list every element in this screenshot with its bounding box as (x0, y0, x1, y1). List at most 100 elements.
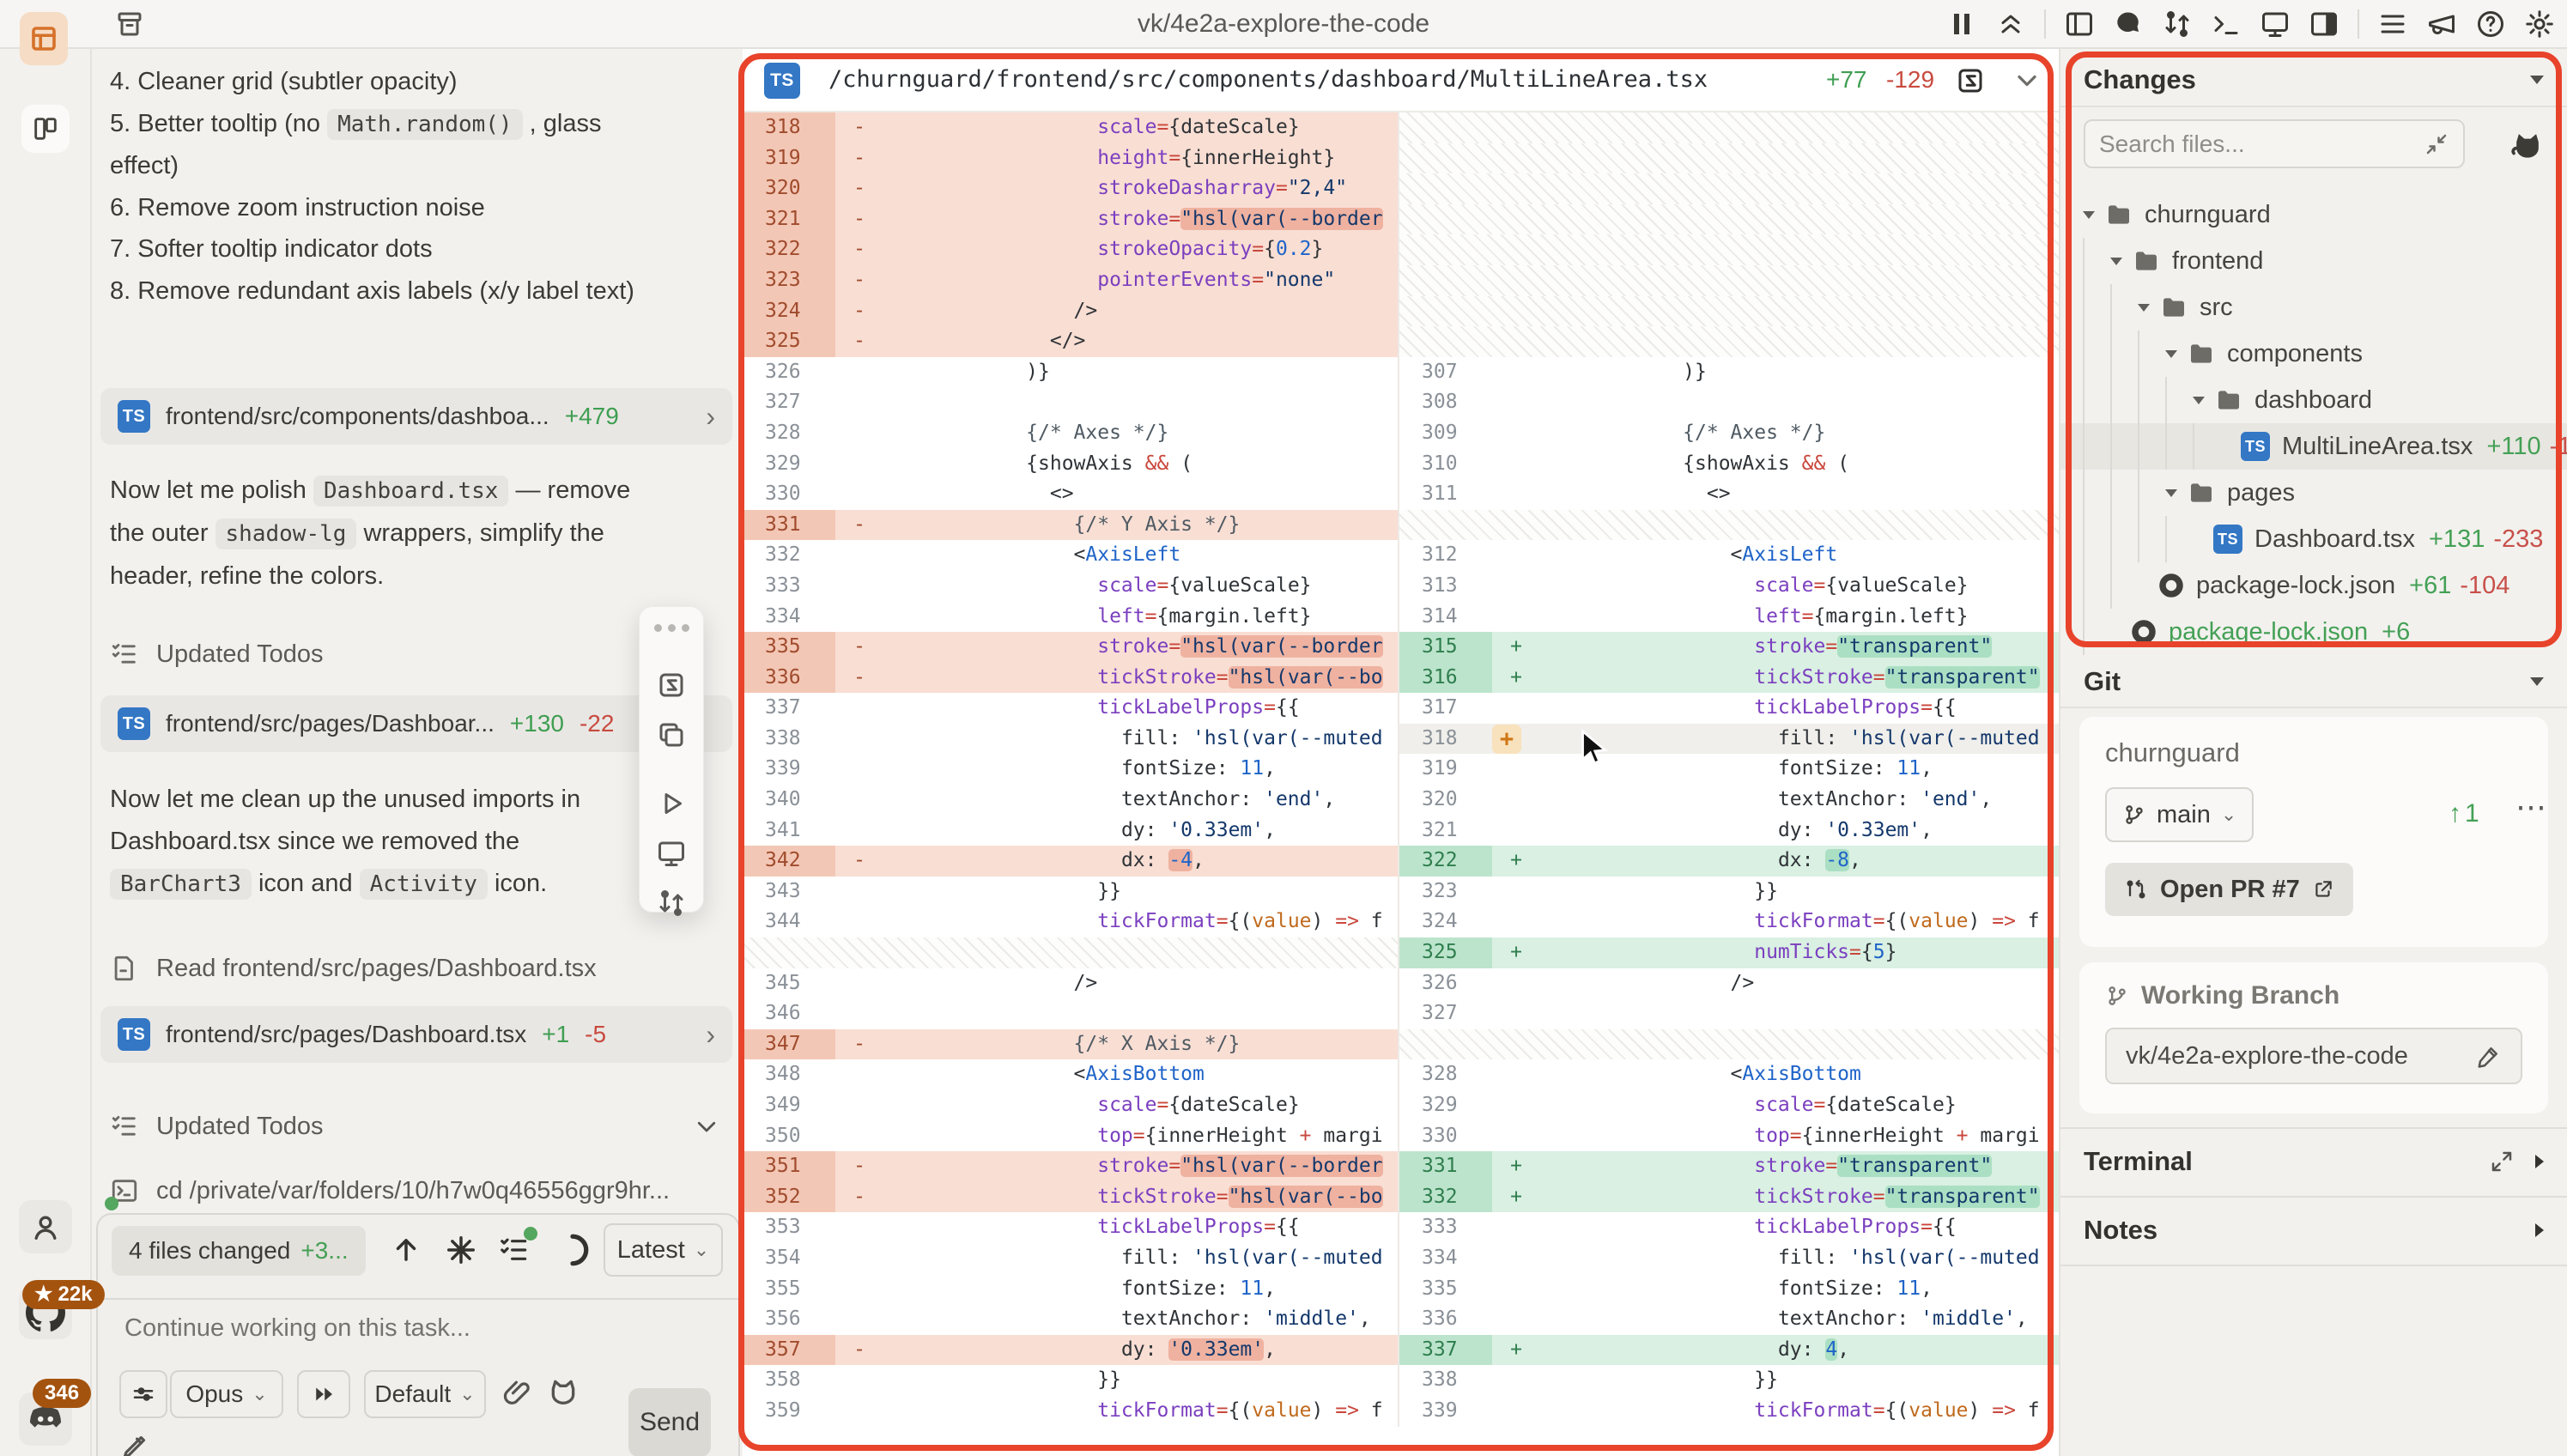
account-button[interactable] (19, 1200, 72, 1253)
fast-forward-button[interactable] (297, 1370, 350, 1418)
chevron-down-icon[interactable] (2165, 349, 2177, 358)
open-pr-button[interactable]: Open PR #7 (2105, 863, 2353, 916)
todos-row[interactable]: Updated Todos (110, 640, 719, 669)
diff-line: 332 + tickStroke="transparent" (1398, 1181, 2059, 1213)
file-change-chip[interactable]: TS frontend/src/components/dashboa... +4… (100, 388, 732, 445)
line-number: 351 (743, 1151, 835, 1182)
collapse-tree-icon[interactable] (2424, 131, 2449, 157)
menu-icon[interactable] (2377, 9, 2408, 39)
todos-row[interactable]: Updated Todos (110, 1112, 719, 1141)
settings-icon[interactable] (2524, 9, 2555, 39)
folder-icon (2188, 479, 2215, 507)
file-change-chip[interactable]: TS frontend/src/pages/Dashboard.tsx +1 -… (100, 1006, 732, 1063)
chevron-down-icon[interactable] (2138, 303, 2150, 312)
terminal-command-row[interactable]: cd /private/var/folders/10/h7w0q46556ggr… (105, 1176, 719, 1210)
diff-line: 323}} (1398, 876, 2059, 907)
tree-item-components[interactable]: components (2060, 331, 2567, 377)
spark-icon[interactable] (445, 1234, 477, 1266)
chevron-down-icon[interactable] (2110, 257, 2122, 265)
code-text: left={margin.left} (1097, 604, 1312, 628)
chat-bubble-icon[interactable] (2113, 9, 2144, 39)
overflow-dots-icon[interactable] (653, 624, 689, 632)
settings-sliders-button[interactable] (119, 1370, 167, 1418)
monitor-icon[interactable] (656, 838, 687, 869)
chevrons-up-icon[interactable] (1995, 9, 2026, 39)
panel-left-icon[interactable] (2064, 9, 2095, 39)
terminal-command: cd /private/var/folders/10/h7w0q46556ggr… (156, 1176, 671, 1204)
diff-marker: + (1510, 635, 1522, 658)
code-text: tickLabelProps={{ (1097, 696, 1300, 719)
highlighter-icon[interactable] (119, 1429, 152, 1456)
help-icon[interactable] (2475, 9, 2506, 39)
tree-item-multilinearea.tsx[interactable]: TS MultiLineArea.tsx +110 -162 (2060, 423, 2567, 470)
diff-marker (1492, 387, 1540, 418)
line-number: 322 (1399, 846, 1492, 877)
pencil-icon[interactable] (2476, 1043, 2502, 1069)
chevron-down-icon[interactable] (2165, 488, 2177, 497)
diff-view-icon[interactable] (1955, 65, 1986, 96)
line-number: 318 (743, 112, 835, 143)
diff-editor-icon[interactable] (656, 670, 687, 701)
line-number: 311 (1422, 482, 1458, 506)
tree-item-package-lock.json[interactable]: package-lock.json +6 (2060, 609, 2567, 655)
todo-list-icon[interactable] (498, 1227, 537, 1266)
read-file-row[interactable]: Read frontend/src/pages/Dashboard.tsx (110, 954, 719, 983)
changes-section-header[interactable]: Changes (2060, 58, 2567, 102)
code-text (883, 998, 1398, 1029)
chevron-down-icon[interactable] (2083, 210, 2095, 219)
tree-item-dashboard.tsx[interactable]: TS Dashboard.tsx +131 -233 (2060, 516, 2567, 562)
changes-tree: churnguard frontend src components dashboard… (2060, 191, 2567, 655)
tree-item-package-lock.json[interactable]: package-lock.json +61 -104 (2060, 562, 2567, 609)
copy-icon[interactable] (656, 719, 687, 750)
tree-item-churnguard[interactable]: churnguard (2060, 191, 2567, 238)
cat-icon[interactable] (2509, 126, 2546, 164)
diff-marker (835, 1059, 883, 1090)
overflow-menu[interactable]: ⋯ (2515, 789, 2548, 824)
mode-dropdown[interactable]: Default ⌄ (364, 1370, 486, 1418)
add-comment-button[interactable]: + (1492, 724, 1521, 754)
file-search-input[interactable]: Search files... (2084, 119, 2465, 168)
megaphone-icon[interactable] (2426, 9, 2457, 39)
files-changed-chip[interactable]: 4 files changed +3... (112, 1226, 366, 1276)
chevron-down-icon[interactable] (2193, 396, 2205, 404)
play-icon[interactable] (656, 788, 687, 819)
diff-line: 330 <> (743, 479, 1398, 510)
expand-icon[interactable] (2489, 1149, 2515, 1174)
branch-dropdown[interactable]: main ⌄ (2105, 787, 2254, 842)
diff-line: 345 /> (743, 968, 1398, 999)
model-dropdown[interactable]: Opus ⌄ (170, 1370, 283, 1418)
git-compare-icon[interactable] (2162, 9, 2193, 39)
tree-item-frontend[interactable]: frontend (2060, 238, 2567, 284)
git-compare-icon[interactable] (656, 888, 687, 919)
terminal-icon[interactable] (2211, 9, 2242, 39)
working-branch-input[interactable]: vk/4e2a-explore-the-code (2105, 1028, 2522, 1084)
terminal-section-header[interactable]: Terminal (2060, 1129, 2567, 1194)
attachment-icon[interactable] (501, 1376, 534, 1409)
panel-right-icon[interactable] (2309, 9, 2339, 39)
code-text: textAnchor: 'middle', (1120, 1307, 1371, 1331)
diff-row: 329 {showAxis && (310 {showAxis && ( (743, 448, 2059, 480)
send-button[interactable]: Send (628, 1388, 711, 1456)
commits-ahead[interactable]: ↑ 1 (2449, 799, 2479, 828)
notes-section-header[interactable]: Notes (2060, 1198, 2567, 1263)
version-dropdown[interactable]: Latest ⌄ (604, 1223, 723, 1277)
git-section-header[interactable]: Git (2060, 660, 2567, 703)
diff-line: 342- dx: -4, (743, 846, 1398, 877)
board-view-button[interactable] (21, 105, 70, 153)
pause-icon[interactable] (1946, 9, 1977, 39)
code-text: <> (1049, 482, 1074, 506)
tree-item-dashboard[interactable]: dashboard (2060, 377, 2567, 423)
chevron-down-icon[interactable] (694, 1113, 719, 1139)
tree-item-src[interactable]: src (2060, 284, 2567, 331)
chevron-down-icon[interactable] (2012, 65, 2042, 96)
tree-item-pages[interactable]: pages (2060, 470, 2567, 516)
archive-icon[interactable] (114, 9, 145, 39)
file-change-chip[interactable]: TS frontend/src/pages/Dashboar... +130 -… (100, 695, 732, 752)
cat-icon[interactable] (546, 1374, 580, 1409)
diff-collapsed-region (743, 937, 1398, 968)
app-logo-button[interactable] (20, 12, 68, 65)
monitor-icon[interactable] (2260, 9, 2291, 39)
arrow-up-icon[interactable] (390, 1234, 422, 1266)
message-input[interactable]: Continue working on this task... (124, 1314, 470, 1342)
diff-line: 339 fontSize: 11, (743, 754, 1398, 785)
